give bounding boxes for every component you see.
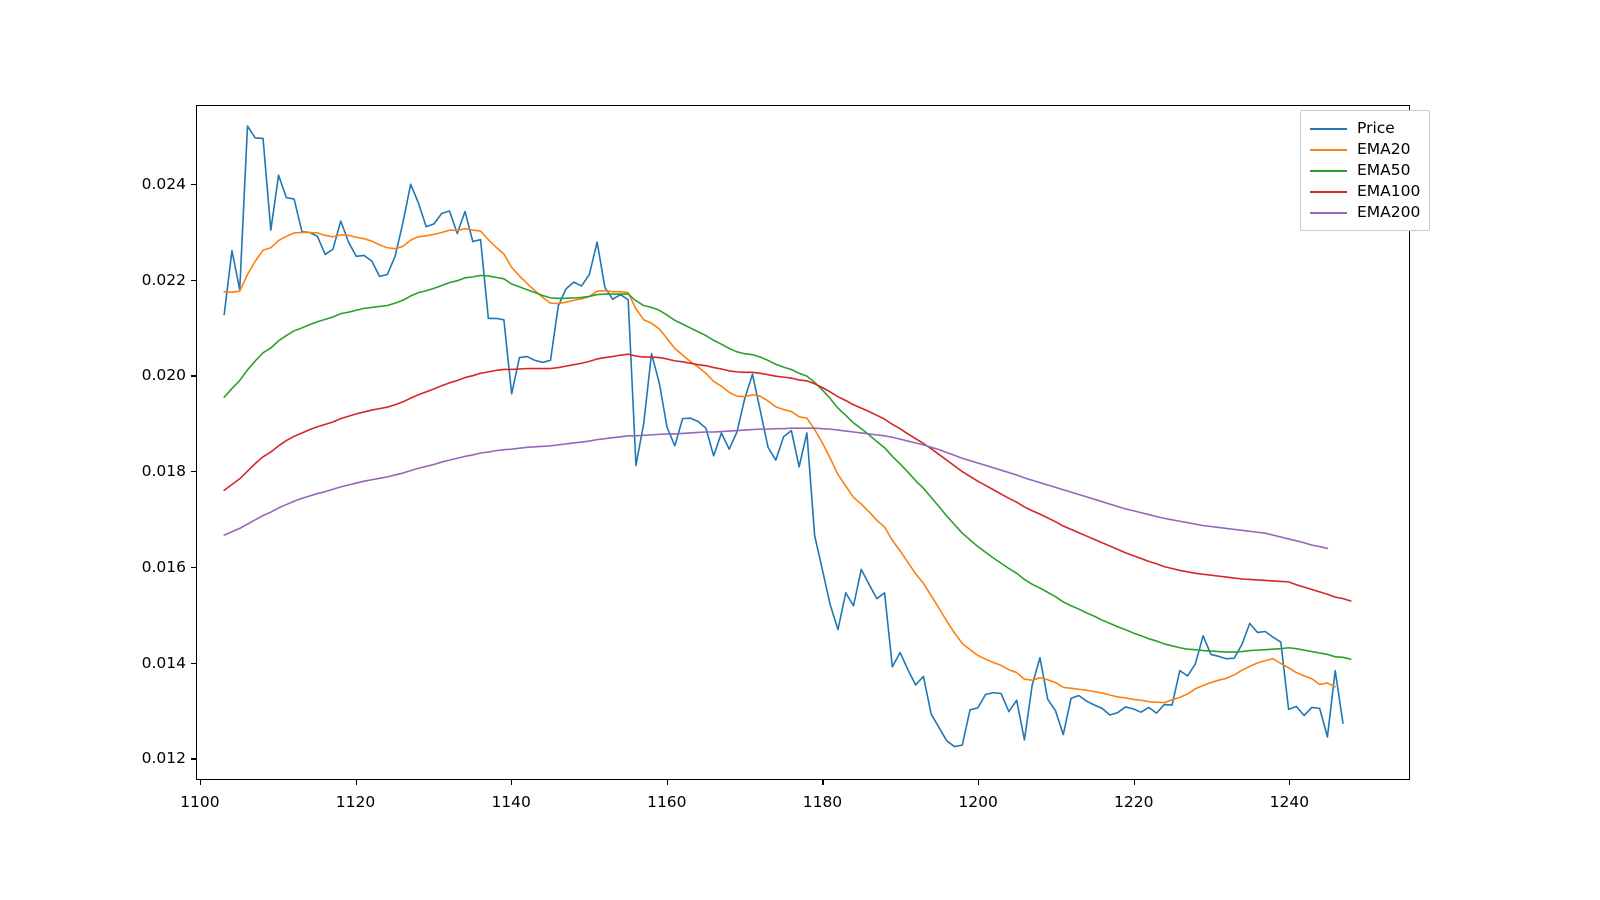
x-tick-mark [666,780,668,785]
x-tick-mark [355,780,357,785]
x-tick-label: 1160 [647,793,687,811]
y-tick-mark [191,183,196,186]
x-tick-label: 1100 [180,793,220,811]
x-tick-mark [978,780,980,785]
legend-label: EMA100 [1357,181,1421,200]
legend-color-swatch [1310,169,1347,172]
legend-item-ema50[interactable]: EMA50 [1310,160,1420,181]
y-tick-label: 0.012 [141,749,186,768]
y-tick-label: 0.018 [141,462,186,481]
legend-label: EMA200 [1357,202,1421,221]
x-tick-mark [1133,780,1135,785]
x-tick-mark [199,780,201,785]
legend-item-ema100[interactable]: EMA100 [1310,181,1420,202]
x-tick-label: 1140 [491,793,531,811]
legend-item-price[interactable]: Price [1310,118,1420,139]
x-tick-label: 1120 [335,793,376,811]
y-tick-mark [191,471,196,473]
legend-color-swatch [1310,127,1347,130]
x-tick-label: 1180 [802,793,843,811]
legend-label: Price [1357,118,1395,137]
legend-item-ema200[interactable]: EMA200 [1310,202,1420,223]
y-tick-mark [191,662,196,664]
y-tick-label: 0.022 [141,270,186,289]
x-tick-label: 1220 [1114,793,1154,811]
legend-color-swatch [1310,148,1347,151]
series-line-ema100 [223,353,1352,602]
legend-color-swatch [1310,211,1347,214]
series-line-price [223,125,1344,748]
series-line-ema50 [223,274,1352,660]
x-tick-mark [511,780,513,785]
y-tick-label: 0.020 [141,366,186,385]
x-tick-mark [822,780,824,785]
plot-area [196,105,1410,780]
y-tick-mark [191,758,196,760]
y-tick-label: 0.024 [141,174,186,193]
legend-label: EMA50 [1357,160,1411,179]
series-line-ema200 [223,427,1329,550]
y-tick-mark [191,375,196,377]
y-tick-mark [191,279,196,281]
x-tick-label: 1240 [1269,793,1310,811]
legend-color-swatch [1310,190,1347,193]
y-tick-label: 0.016 [141,557,186,576]
plot-lines [223,125,1352,748]
y-tick-label: 0.014 [141,653,186,672]
legend-item-ema20[interactable]: EMA20 [1310,139,1420,160]
x-tick-label: 1200 [958,793,998,811]
series-line-ema20 [223,227,1336,704]
chart-legend: Price EMA20 EMA50 EMA100 EMA200 [1300,110,1431,231]
y-tick-mark [191,566,196,569]
legend-label: EMA20 [1357,139,1411,158]
x-tick-mark [1289,780,1291,785]
